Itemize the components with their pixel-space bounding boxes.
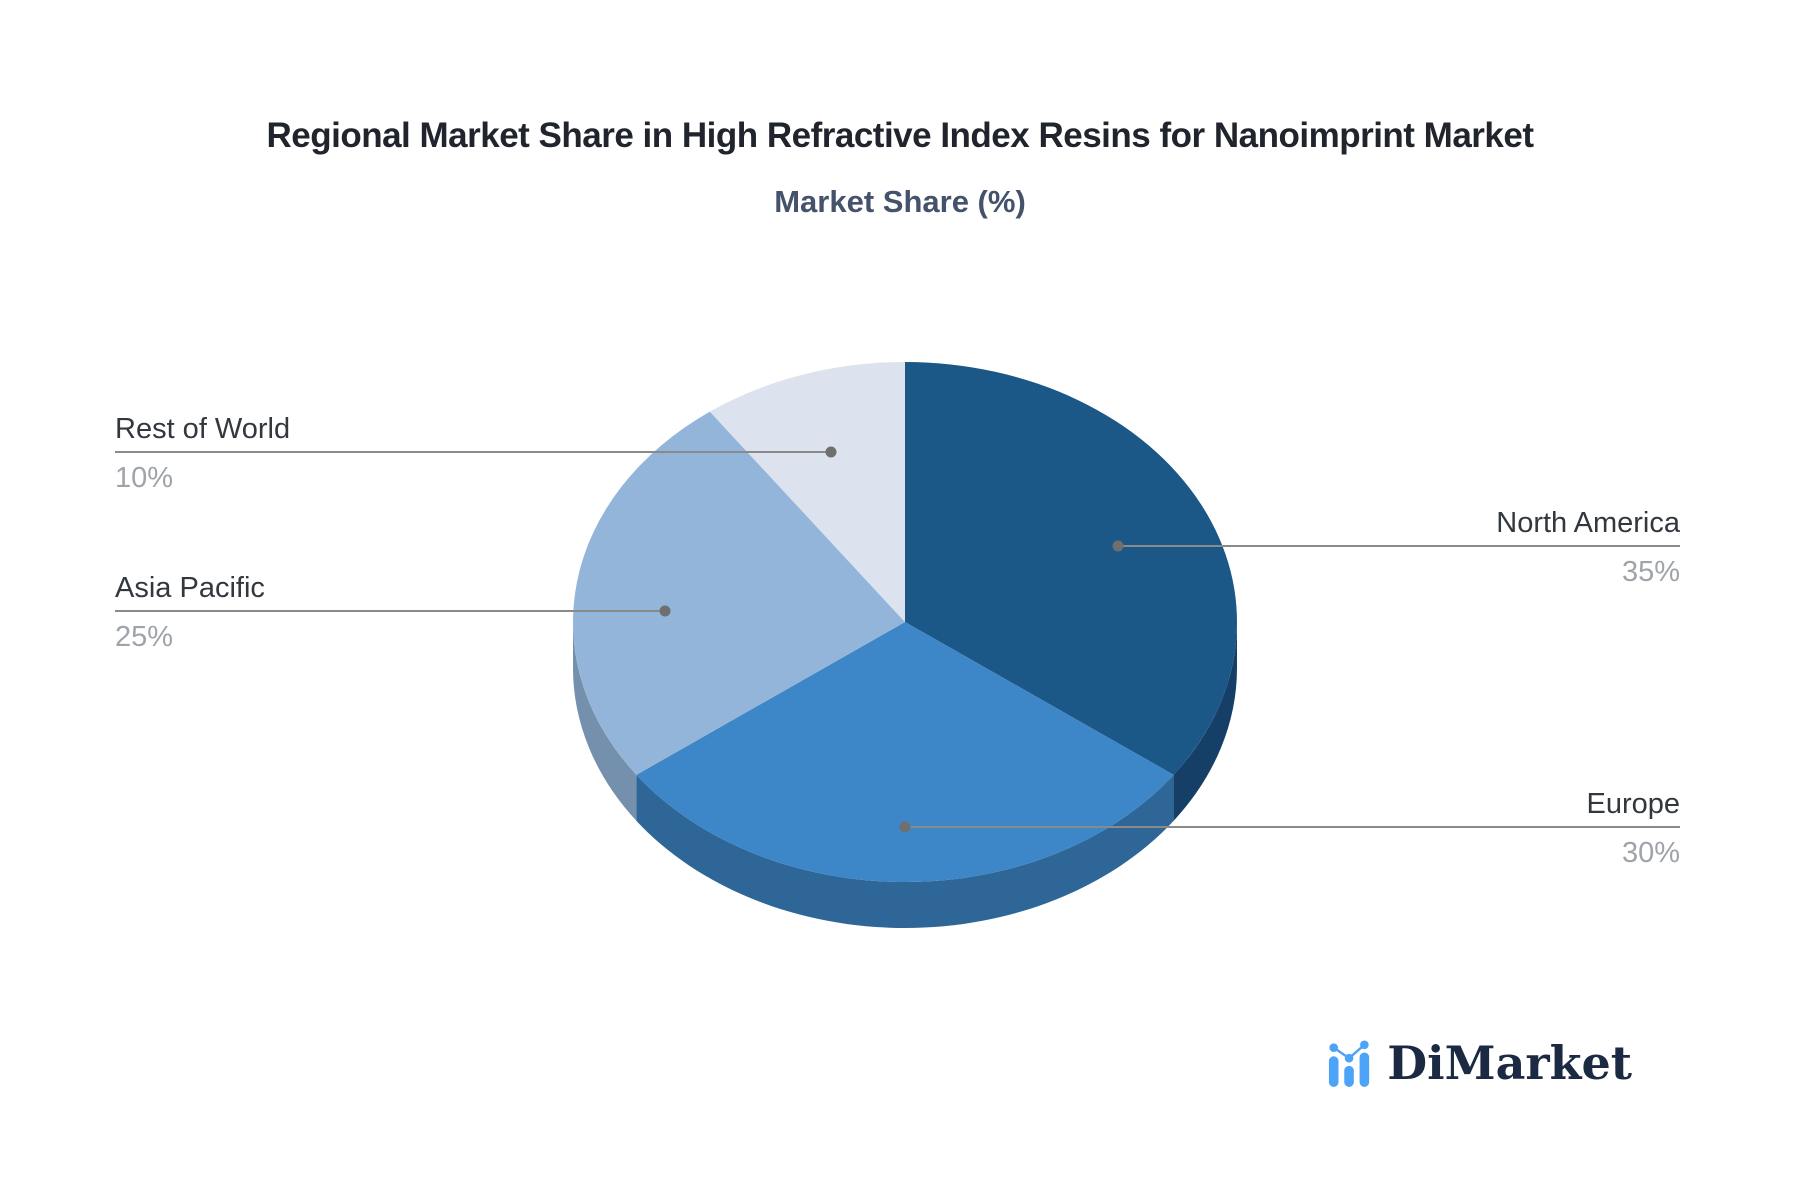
logo-bar: [1359, 1052, 1370, 1087]
slice-category-label: Europe: [1586, 788, 1680, 820]
slice-value-label: 10%: [115, 462, 174, 494]
logo-dot: [1329, 1043, 1339, 1052]
chart-title: Regional Market Share in High Refractive…: [266, 116, 1534, 155]
leader-dot-rest-of-world: [825, 446, 837, 458]
pie-slice-europe-side: [636, 774, 1174, 928]
chart-subtitle: Market Share (%): [774, 184, 1026, 219]
slice-value-label: 30%: [1621, 837, 1680, 869]
pie-slice-europe[interactable]: [636, 622, 1174, 882]
pie-slice-rest-of-world[interactable]: [709, 362, 905, 622]
logo-dot: [1345, 1053, 1354, 1063]
slice-category-label: North America: [1496, 507, 1680, 539]
slice-category-label: Asia Pacific: [115, 572, 265, 604]
pie-slice-north-america[interactable]: [905, 362, 1237, 775]
logo-bar: [1344, 1065, 1355, 1087]
slice-value-label: 25%: [115, 621, 174, 653]
pie-slice-asia-pacific[interactable]: [573, 411, 905, 775]
slice-category-label: Rest of World: [115, 413, 291, 445]
slice-value-label: 35%: [1621, 556, 1680, 588]
bar-chart-logo-icon: [1329, 1040, 1370, 1087]
pie-slice-asia-pacific-side: [573, 622, 637, 821]
logo-text: DiMarket: [1387, 1036, 1632, 1090]
logo-dot: [1360, 1040, 1369, 1050]
logo-bar: [1329, 1056, 1339, 1087]
leader-dot-europe: [899, 821, 911, 833]
leader-dot-asia-pacific: [659, 605, 671, 617]
logo: DiMarket: [1327, 1038, 1632, 1088]
pie-slice-north-america-side: [1173, 622, 1237, 821]
leader-dot-north-america: [1112, 540, 1124, 552]
